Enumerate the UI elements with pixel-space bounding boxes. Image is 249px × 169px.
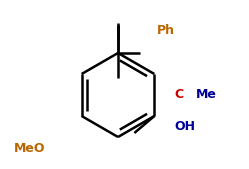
Text: MeO: MeO bbox=[14, 141, 46, 154]
Text: C: C bbox=[174, 89, 183, 102]
Text: OH: OH bbox=[174, 119, 195, 132]
Text: Me: Me bbox=[196, 89, 217, 102]
Text: Ph: Ph bbox=[157, 23, 175, 37]
